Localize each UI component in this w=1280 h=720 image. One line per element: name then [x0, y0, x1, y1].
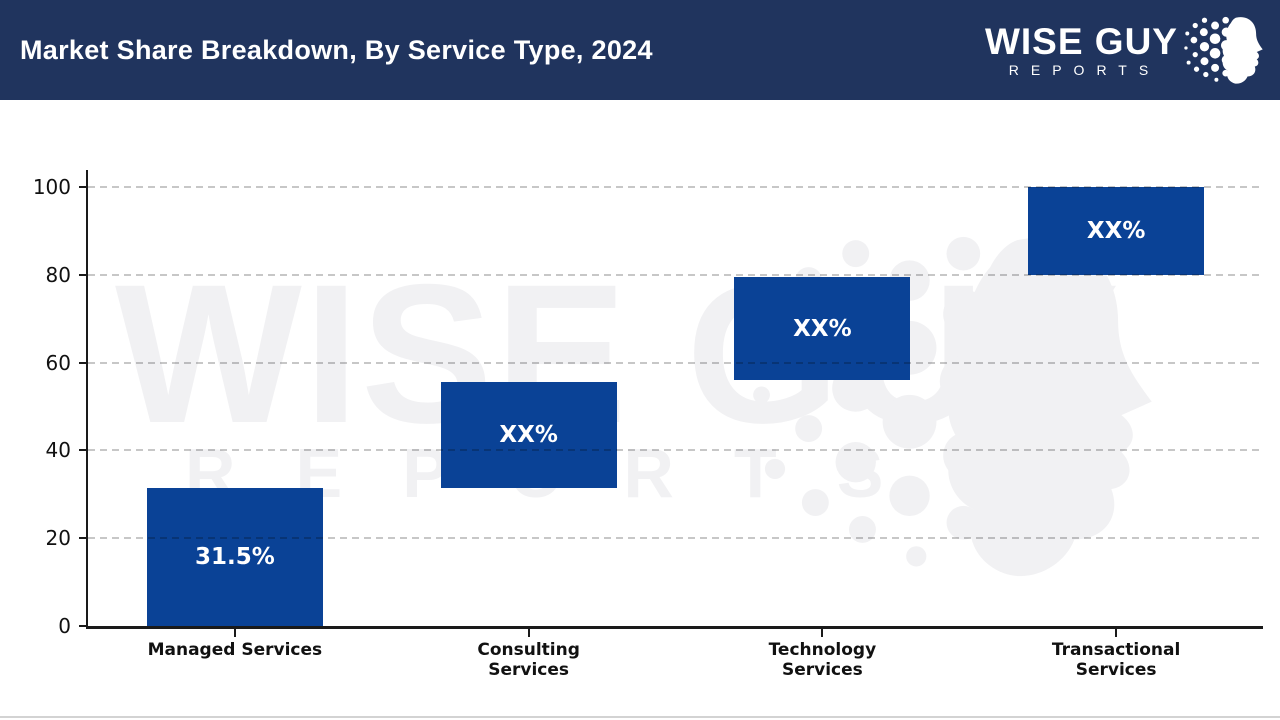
x-tick-consulting-services: [527, 629, 530, 637]
gridline-80: [88, 273, 1263, 276]
x-category-label-technology-services: Technology Services: [702, 640, 942, 680]
x-tick-managed-services: [233, 629, 236, 637]
x-category-label-transactional-services: Transactional Services: [996, 640, 1236, 680]
y-tick-label-0: 0: [58, 614, 71, 638]
y-tick-80: [79, 273, 88, 276]
logo-subtitle-text: REPORTS: [1008, 62, 1161, 78]
x-category-label-line: Services: [1075, 660, 1157, 680]
y-tick-60: [79, 361, 88, 364]
y-tick-20: [79, 537, 88, 540]
y-tick-label-20: 20: [45, 526, 71, 551]
y-tick-0: [79, 625, 88, 627]
gridline-60: [88, 361, 1263, 364]
gridline-100: [88, 186, 1263, 188]
bar-value-label-managed-services: 31.5%: [194, 543, 275, 570]
bar-value-label-consulting-services: XX%: [499, 422, 558, 449]
logo-head-icon: [1184, 16, 1263, 84]
x-category-label-line: Managed Services: [147, 640, 323, 660]
x-tick-technology-services: [821, 629, 824, 637]
y-tick-100: [79, 186, 88, 188]
y-axis-line: [86, 170, 88, 629]
header: Market Share Breakdown, By Service Type,…: [0, 0, 1280, 100]
bar-managed-services: 31.5%: [146, 487, 323, 626]
x-category-label-line: Services: [488, 660, 570, 680]
brand-logo: WISE GUY REPORTS: [985, 6, 1268, 94]
bar-value-label-transactional-services: XX%: [1086, 217, 1146, 244]
x-category-label-line: Consulting: [477, 640, 580, 660]
x-category-label-line: Technology: [768, 640, 877, 660]
bar-transactional-services: XX%: [1028, 187, 1205, 275]
logo-wordmark: WISE GUY REPORTS: [985, 23, 1178, 77]
y-tick-label-60: 60: [45, 350, 71, 375]
x-category-label-managed-services: Managed Services: [115, 640, 355, 660]
bar-technology-services: XX%: [734, 276, 911, 381]
watermark-head-graphic: [753, 236, 1152, 577]
x-category-label-line: Services: [781, 660, 863, 680]
logo-title-text: WISE GUY: [984, 21, 1178, 62]
gridline-40: [88, 449, 1263, 452]
y-tick-label-40: 40: [45, 438, 71, 463]
x-category-label-consulting-services: Consulting Services: [409, 640, 649, 680]
x-tick-transactional-services: [1115, 629, 1118, 637]
page-title: Market Share Breakdown, By Service Type,…: [20, 34, 653, 65]
y-tick-label-80: 80: [45, 262, 71, 287]
y-tick-40: [79, 449, 88, 452]
x-category-label-line: Transactional: [1051, 640, 1181, 660]
bar-value-label-technology-services: XX%: [793, 315, 852, 342]
y-tick-label-100: 100: [32, 175, 71, 199]
x-axis-line: [86, 626, 1263, 629]
page-bottom-border: [0, 716, 1280, 718]
gridline-20: [88, 537, 1263, 540]
bar-consulting-services: XX%: [440, 382, 617, 488]
